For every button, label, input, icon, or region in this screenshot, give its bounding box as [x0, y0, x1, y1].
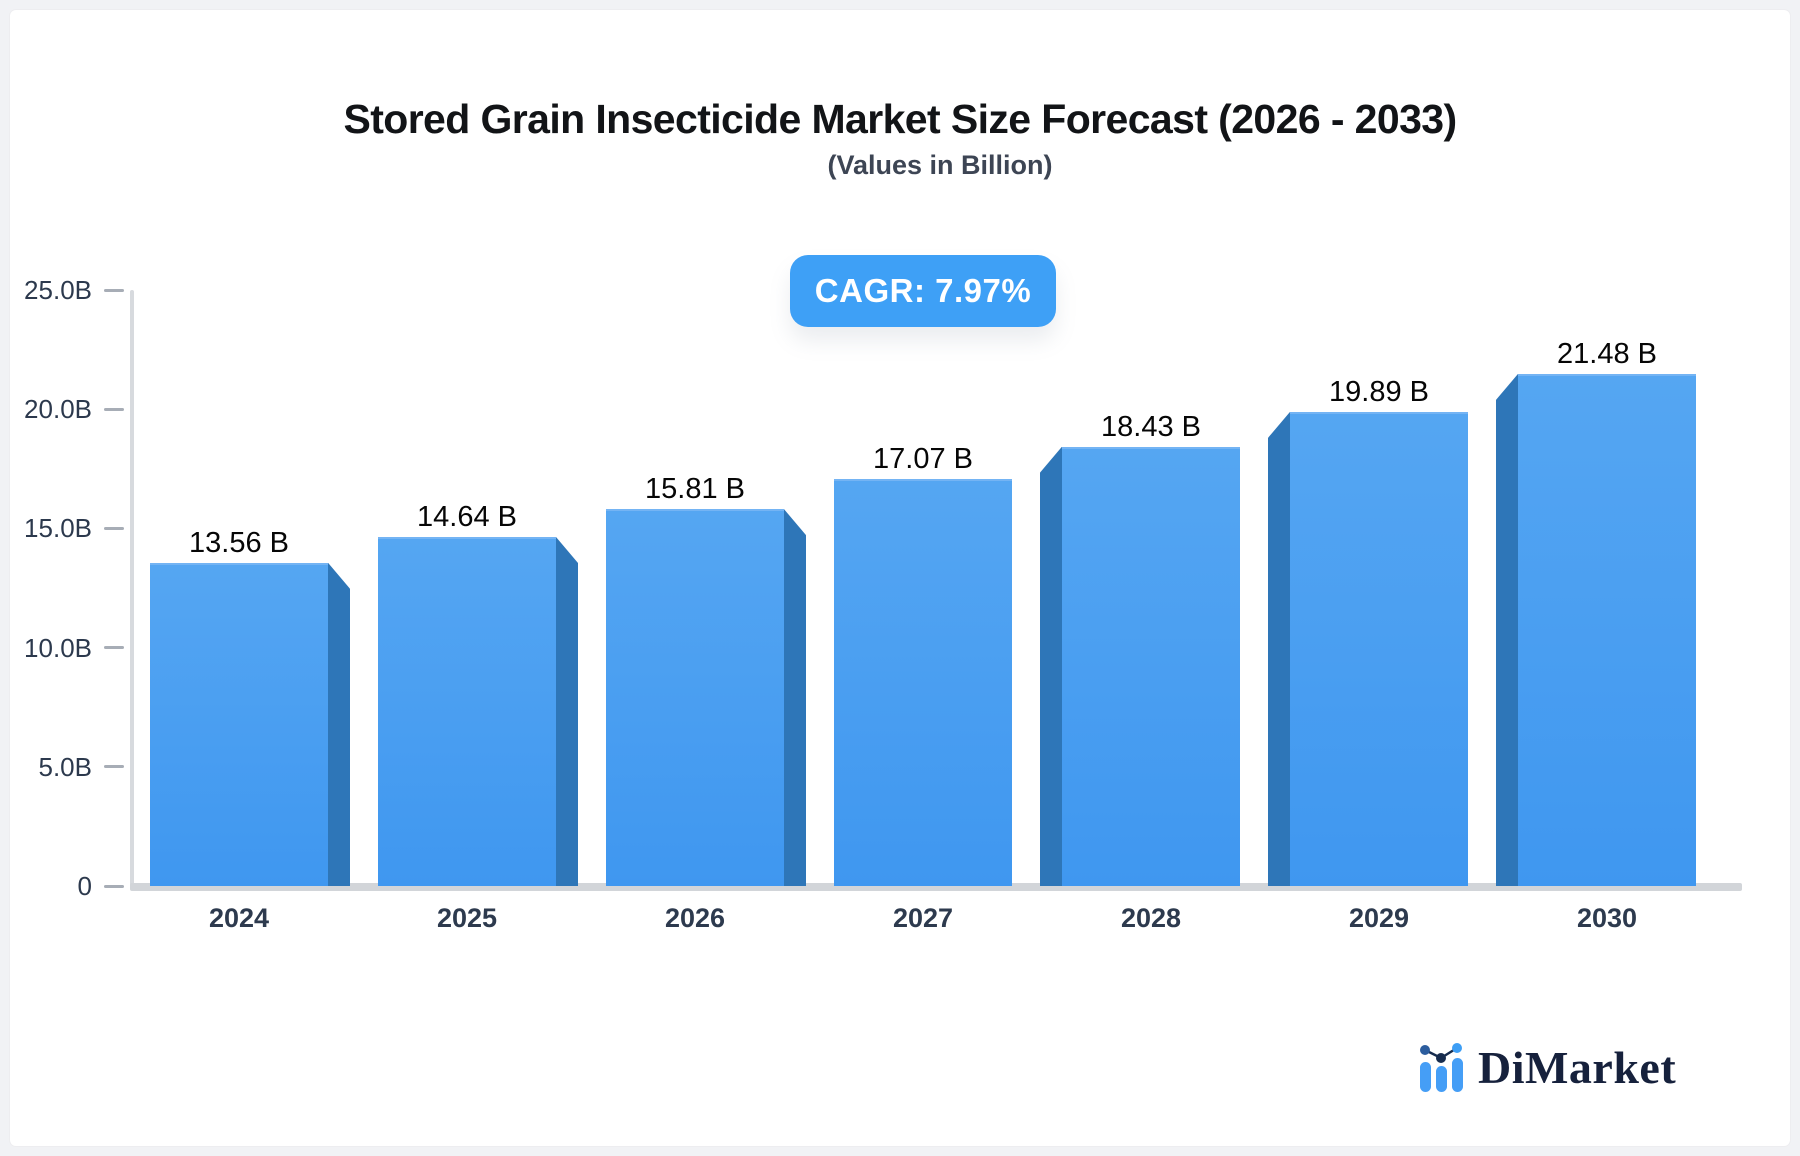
x-axis-label-2029: 2029	[1348, 903, 1410, 933]
y-axis-tick	[104, 884, 124, 888]
chart-subtitle: (Values in Billion)	[827, 150, 1053, 180]
bar-2026	[606, 509, 784, 886]
y-axis-label: 20.0B	[24, 394, 92, 425]
bar-value-2025: 14.64 B	[417, 500, 517, 533]
bar-side-2024	[328, 562, 350, 886]
bar-side-2028	[1040, 446, 1062, 886]
y-axis-line	[130, 290, 134, 886]
bar-2030	[1518, 373, 1696, 886]
chart-title: Stored Grain Insecticide Market Size For…	[343, 96, 1457, 142]
bar-2029	[1290, 411, 1468, 886]
cagr-badge: CAGR: 7.97%	[790, 255, 1056, 327]
cagr-badge-label: CAGR: 7.97%	[814, 272, 1032, 309]
bar-side-2026	[784, 509, 806, 886]
x-axis-label-2024: 2024	[208, 903, 270, 933]
x-axis-label-2028: 2028	[1120, 903, 1182, 933]
x-axis-label-2026: 2026	[664, 903, 726, 933]
dimarket-logo: DiMarket	[1418, 1042, 1676, 1092]
bar-side-2030	[1496, 373, 1518, 886]
logo-wordmark: DiMarket	[1478, 1042, 1677, 1093]
bar-value-2030: 21.48 B	[1557, 337, 1657, 370]
x-axis-label-2025: 2025	[436, 903, 498, 933]
mini-bar-chart-icon	[1420, 1043, 1463, 1092]
bar-value-2027: 17.07 B	[873, 443, 973, 476]
bar-side-2029	[1268, 411, 1290, 886]
x-axis-baseline	[130, 883, 1742, 891]
y-axis-tick	[104, 646, 124, 650]
bar-value-2028: 18.43 B	[1101, 410, 1201, 443]
y-axis-label: 25.0B	[24, 275, 92, 305]
y-axis-tick	[104, 288, 124, 292]
y-axis-tick	[104, 765, 124, 769]
bar-2025	[378, 536, 556, 886]
y-axis-label: 10.0B	[24, 632, 92, 663]
y-axis-label: 15.0B	[24, 513, 92, 544]
bar-2027	[834, 479, 1012, 886]
x-axis-label-2030: 2030	[1576, 903, 1638, 933]
bar-value-2029: 19.89 B	[1329, 375, 1429, 408]
y-axis-tick	[104, 407, 124, 411]
bar-2028	[1062, 446, 1240, 886]
bar-value-2026: 15.81 B	[645, 473, 745, 506]
y-axis-tick	[104, 526, 124, 530]
bar-value-2024: 13.56 B	[189, 526, 289, 559]
y-axis-label: 0	[77, 871, 92, 901]
bar-2024	[150, 562, 328, 886]
x-axis-label-2027: 2027	[892, 903, 954, 933]
y-axis-label: 5.0B	[38, 751, 93, 782]
bar-side-2025	[556, 536, 578, 886]
